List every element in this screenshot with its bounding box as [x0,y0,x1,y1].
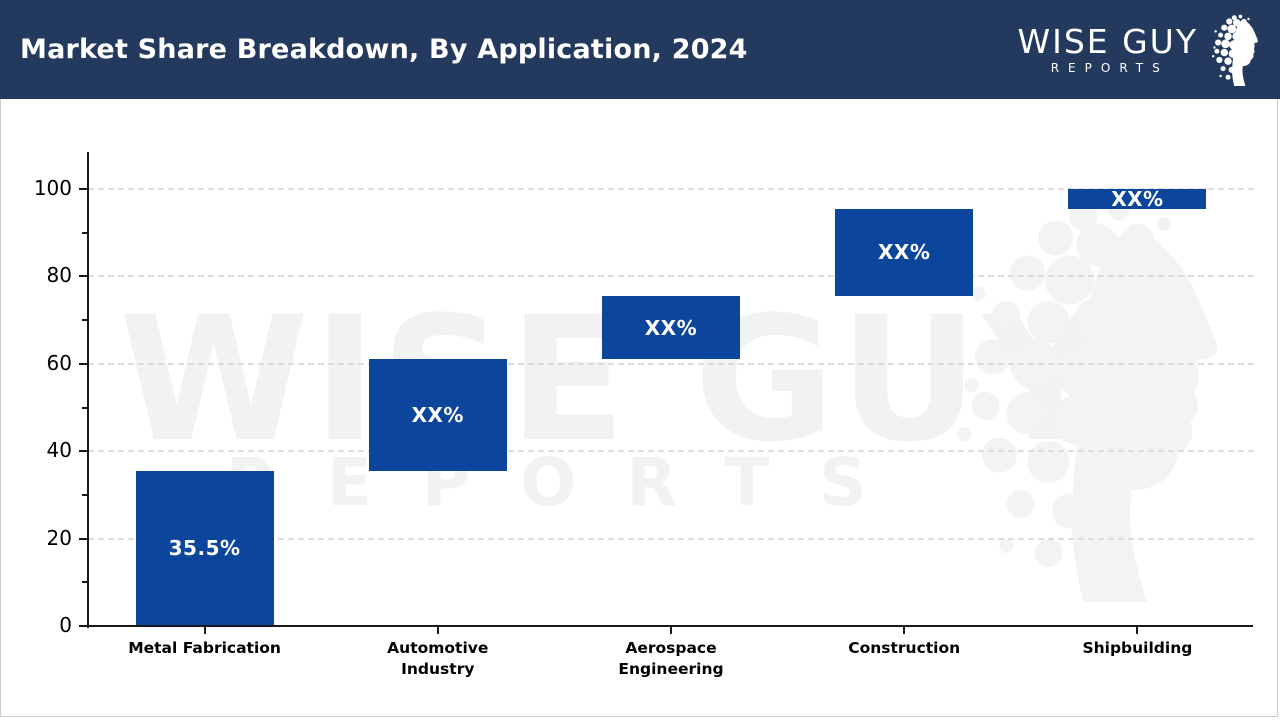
logo-reports-text: REPORTS [1050,61,1169,76]
y-tick [79,537,87,540]
bar-value-label: 35.5% [168,536,241,561]
x-category-label: Construction [848,639,961,657]
bar-value-label: XX% [877,240,931,265]
bar-segment: XX% [368,359,507,471]
x-category-label: Aerospace Engineering [618,639,724,678]
y-tick [79,188,87,190]
y-tick-label: 80 [46,263,72,288]
bar-value-label: XX% [411,403,464,428]
y-minor-tick [82,406,87,409]
x-tick [903,627,906,634]
y-minor-tick [82,319,87,322]
y-tick-label: 100 [33,176,72,200]
bar-segment: 35.5% [135,470,274,626]
x-category-label: Automotive Industry [387,639,489,678]
x-tick [436,627,439,634]
y-tick [79,362,87,365]
y-tick-label: 60 [46,350,72,375]
y-tick [79,625,87,627]
wise-guy-logo: WISE GUY REPORTS [1017,7,1264,93]
x-category-label: Metal Fabrication [128,639,281,657]
x-tick [203,627,206,634]
bar-value-label: XX% [1111,186,1164,211]
x-category-label: Shipbuilding [1082,639,1193,657]
y-axis-line [87,152,89,628]
x-axis-line [87,625,1253,627]
bar-segment: XX% [1068,186,1207,211]
y-minor-tick [82,231,87,234]
y-tick-label: 0 [59,613,72,637]
bar-value-label: XX% [644,315,698,340]
y-tick-label: 40 [46,438,72,463]
bar-segment: XX% [835,208,974,297]
x-tick [670,627,672,634]
watermark-head-icon [957,199,1218,602]
logo-head-icon [1211,14,1258,86]
y-tick [79,450,87,453]
y-gridline [88,362,1254,365]
y-gridline [88,537,1254,540]
page-title: Market Share Breakdown, By Application, … [20,34,748,65]
waterfall-chart: 0 20 40 60 80 100 35.5% XX% XX% XX% XX% Metal Fabri… [34,152,1254,678]
y-tick-label: 20 [46,525,72,550]
y-gridline [88,188,1254,190]
logo-text: WISE GUY REPORTS [1017,21,1198,76]
report-header: Market Share Breakdown, By Application, … [0,0,1280,99]
y-gridline [88,275,1254,278]
y-minor-tick [82,581,87,584]
x-tick [1136,627,1139,634]
chart-panel: WISE GUY REPORTS 0 20 40 60 80 100 35.5% XX% XX%… [0,99,1278,717]
y-gridline [88,450,1254,453]
watermark-reports-text: REPORTS [226,444,917,521]
y-minor-tick [82,493,87,496]
bar-segment: XX% [602,296,740,360]
logo-wiseguy-text: WISE GUY [1017,21,1198,61]
y-tick [79,275,87,278]
